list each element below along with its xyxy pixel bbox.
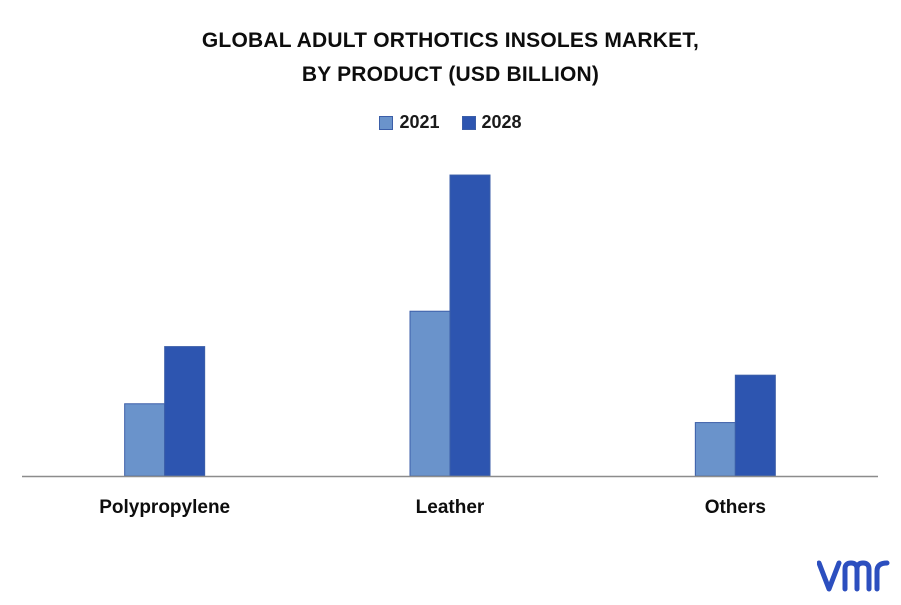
bar-leather-2021 (409, 310, 451, 477)
chart-title-line-2: BY PRODUCT (USD BILLION) (301, 63, 600, 86)
bar-polypropylene-2021 (124, 403, 166, 477)
legend-swatch-2021 (379, 115, 394, 130)
bar-leather-2028 (449, 174, 491, 477)
legend-swatch-2028 (461, 115, 476, 130)
category-label-polypropylene: Polypropylene (99, 497, 230, 518)
vmr-logo (817, 560, 890, 592)
bar-others-2021 (694, 422, 736, 477)
category-label-others: Others (705, 497, 766, 518)
legend-label-2021: 2021 (399, 112, 440, 132)
legend-item-2021: 2021 (379, 112, 440, 133)
legend-label-2028: 2028 (481, 112, 522, 132)
bar-polypropylene-2028 (164, 346, 206, 477)
legend-item-2028: 2028 (461, 112, 522, 133)
chart-title-line-1: GLOBAL ADULT ORTHOTICS INSOLES MARKET, (201, 29, 700, 52)
category-label-leather: Leather (416, 497, 485, 518)
chart-title: GLOBAL ADULT ORTHOTICS INSOLES MARKET, B… (0, 24, 901, 92)
bar-others-2028 (734, 374, 776, 477)
chart-legend: 2021 2028 (0, 112, 901, 133)
